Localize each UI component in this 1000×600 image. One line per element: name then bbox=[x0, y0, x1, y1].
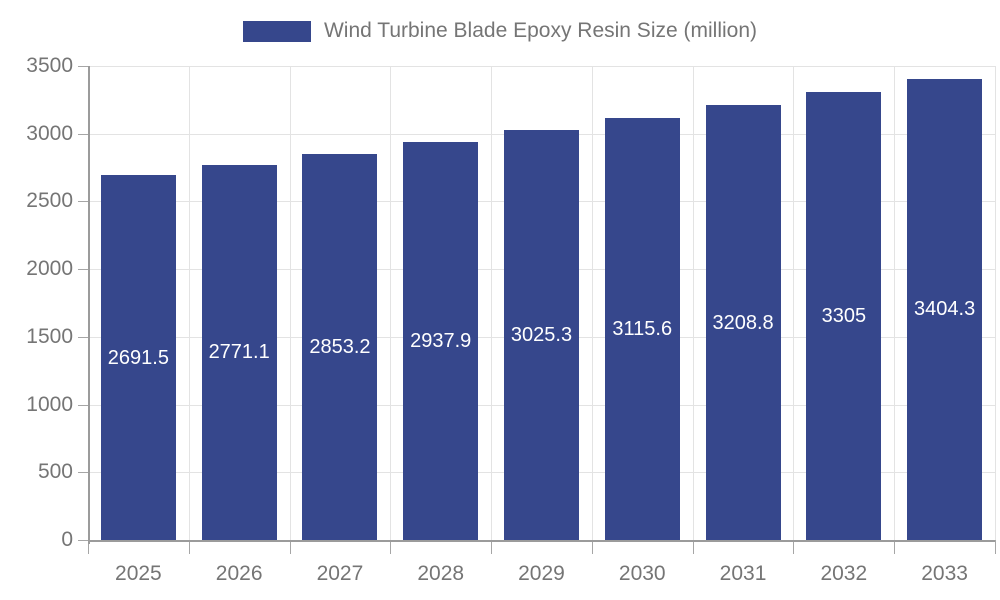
x-grid-line bbox=[894, 66, 896, 540]
x-axis-tick bbox=[289, 540, 291, 554]
y-axis-tick-label: 0 bbox=[61, 528, 73, 551]
bar-value-label: 3025.3 bbox=[510, 324, 573, 347]
y-axis-tick bbox=[78, 404, 88, 406]
y-axis-tick bbox=[78, 66, 88, 67]
y-axis-tick bbox=[78, 133, 88, 135]
bar-value-label: 2853.2 bbox=[309, 335, 371, 358]
y-grid-line bbox=[88, 66, 995, 67]
x-grid-line bbox=[491, 66, 493, 540]
bar bbox=[100, 175, 176, 540]
bar bbox=[403, 142, 479, 540]
x-axis-tick bbox=[188, 540, 190, 554]
x-axis-tick-label: 2029 bbox=[518, 562, 565, 585]
x-grid-line bbox=[591, 66, 593, 540]
x-axis-tick bbox=[591, 540, 593, 554]
x-axis-tick-label: 2026 bbox=[215, 562, 263, 585]
x-axis-tick-label: 2031 bbox=[719, 562, 767, 585]
bar-value-label: 3115.6 bbox=[612, 318, 673, 341]
x-axis-tick-label: 2032 bbox=[820, 562, 868, 585]
y-axis-tick-label: 500 bbox=[37, 460, 73, 484]
x-axis-tick-label: 2027 bbox=[316, 562, 364, 585]
y-axis-tick-label: 3000 bbox=[26, 121, 73, 145]
x-axis-tick bbox=[88, 540, 89, 554]
x-axis-line bbox=[88, 540, 995, 542]
bar bbox=[302, 153, 378, 540]
y-axis-tick bbox=[78, 540, 88, 541]
x-axis-tick bbox=[390, 540, 392, 554]
x-axis-tick-label: 2030 bbox=[618, 562, 666, 585]
y-axis-tick bbox=[78, 269, 88, 271]
x-axis-tick bbox=[793, 540, 795, 554]
bar bbox=[604, 118, 680, 540]
bar bbox=[504, 130, 579, 540]
x-grid-line bbox=[793, 66, 795, 540]
bar bbox=[806, 92, 882, 540]
y-axis-tick-label: 2500 bbox=[26, 189, 73, 213]
bar-value-label: 2691.5 bbox=[107, 346, 169, 369]
bar-value-label: 2937.9 bbox=[410, 330, 472, 353]
x-grid-line bbox=[188, 66, 190, 540]
x-grid-line bbox=[995, 66, 996, 540]
bar bbox=[907, 78, 983, 540]
y-axis-tick bbox=[78, 472, 88, 474]
y-axis-tick bbox=[78, 336, 88, 338]
x-axis-tick bbox=[692, 540, 694, 554]
bar-value-label: 3305 bbox=[821, 305, 867, 328]
y-axis-tick-label: 1000 bbox=[26, 392, 73, 416]
legend-label: Wind Turbine Blade Epoxy Resin Size (mil… bbox=[323, 19, 757, 42]
x-axis-tick-label: 2025 bbox=[115, 562, 162, 585]
y-axis-line bbox=[88, 66, 90, 544]
x-axis-tick bbox=[894, 540, 896, 554]
bar-value-label: 3404.3 bbox=[914, 298, 976, 321]
x-axis-tick-label: 2028 bbox=[417, 562, 465, 585]
x-axis-tick bbox=[491, 540, 493, 554]
y-axis-tick bbox=[78, 201, 88, 203]
x-grid-line bbox=[692, 66, 694, 540]
x-axis-tick-label: 2033 bbox=[921, 562, 968, 585]
x-axis-tick bbox=[995, 540, 996, 554]
y-axis-tick-label: 2000 bbox=[26, 257, 73, 281]
x-grid-line bbox=[390, 66, 392, 540]
y-axis-tick-label: 3500 bbox=[26, 54, 73, 77]
bar bbox=[705, 105, 781, 540]
x-grid-line bbox=[289, 66, 291, 540]
bar bbox=[201, 164, 277, 540]
legend-swatch bbox=[242, 20, 311, 42]
y-axis-tick-label: 1500 bbox=[26, 324, 73, 348]
legend[interactable]: Wind Turbine Blade Epoxy Resin Size (mil… bbox=[0, 16, 1000, 46]
bar-value-label: 3208.8 bbox=[712, 311, 774, 334]
bar-value-label: 2771.1 bbox=[208, 341, 270, 364]
